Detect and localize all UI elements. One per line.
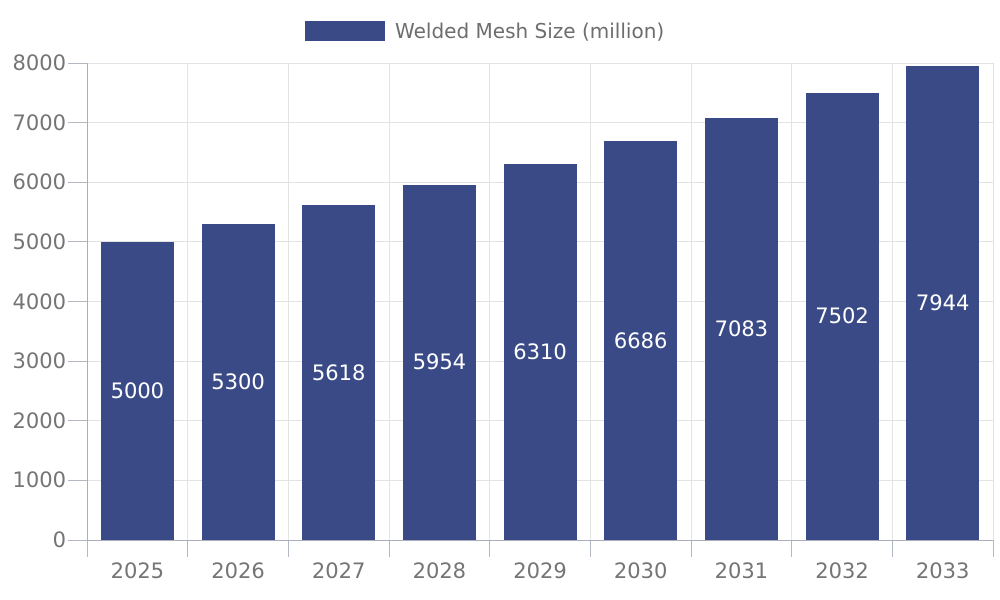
x-axis-tick [86,540,88,557]
y-axis-tick [68,122,87,124]
y-axis-tick-label: 0 [52,528,66,552]
x-axis-tick-label: 2025 [110,559,165,583]
y-axis-tick-label: 1000 [12,468,66,493]
x-axis-tick [690,540,692,557]
y-axis-tick-label: 3000 [12,349,66,374]
x-axis-tick [489,540,491,557]
x-axis-tick-label: 2028 [412,559,467,583]
y-axis-line [86,63,88,540]
grid-line-vertical [287,63,289,540]
grid-line-vertical [489,63,491,540]
bar-value-label: 5954 [412,350,467,375]
bar-value-label: 7502 [815,304,869,329]
x-axis-tick [992,540,994,557]
y-axis-tick [68,181,87,183]
y-axis-tick [68,62,87,64]
grid-line-vertical [388,63,390,540]
bar-2032[interactable] [805,92,879,540]
bar-2029[interactable] [503,163,577,540]
grid-line-horizontal [87,62,993,64]
bar-2028[interactable] [402,184,476,540]
x-axis-tick-label: 2030 [613,559,668,583]
x-axis-tick-label: 2032 [815,559,869,583]
bar-value-label: 7083 [714,316,769,341]
x-axis-tick [791,540,793,557]
x-axis-tick [287,540,289,557]
bar-value-label: 5618 [311,360,366,385]
grid-line-horizontal [87,122,993,124]
y-axis-tick-label: 8000 [12,51,66,75]
y-axis-tick-label: 5000 [12,229,66,254]
x-axis-tick [891,540,893,557]
x-axis-tick [388,540,390,557]
x-axis-tick-label: 2027 [311,559,366,583]
y-axis-tick-label: 2000 [12,408,66,433]
legend-swatch [305,21,385,41]
grid-line-vertical [891,63,893,540]
y-axis-tick-label: 7000 [12,110,66,135]
bar-2033[interactable] [906,66,980,540]
y-axis-tick [68,479,87,481]
y-axis-tick [68,420,87,422]
x-axis-tick-label: 2031 [714,559,769,583]
bar-2031[interactable] [704,117,778,540]
bar-2026[interactable] [201,223,275,540]
grid-line-vertical [187,63,189,540]
grid-line-vertical [791,63,793,540]
bar-2027[interactable] [302,205,376,540]
y-axis-tick [68,241,87,243]
x-axis-tick [187,540,189,557]
x-axis-tick [589,540,591,557]
bar-2025[interactable] [100,241,174,540]
y-axis-tick-label: 6000 [12,170,66,195]
bar-value-label: 7944 [915,291,970,316]
grid-line-vertical [992,63,994,540]
bar-value-label: 5300 [211,369,265,394]
grid-line-vertical [589,63,591,540]
y-axis-tick [68,301,87,302]
x-axis-tick-label: 2026 [211,559,265,583]
legend-label: Welded Mesh Size (million) [395,19,665,43]
y-axis-tick [68,539,87,541]
bar-value-label: 6310 [513,339,567,364]
legend-item[interactable]: Welded Mesh Size (million) [305,21,664,41]
y-axis-tick-label: 4000 [12,289,66,314]
bar-value-label: 6686 [613,328,668,353]
x-axis-tick-label: 2029 [513,559,567,583]
bar-2030[interactable] [604,141,678,540]
grid-line-vertical [690,63,692,540]
x-axis-tick-label: 2033 [915,559,970,583]
y-axis-tick [68,360,87,362]
x-axis-line [87,539,993,541]
bar-value-label: 5000 [110,378,165,403]
